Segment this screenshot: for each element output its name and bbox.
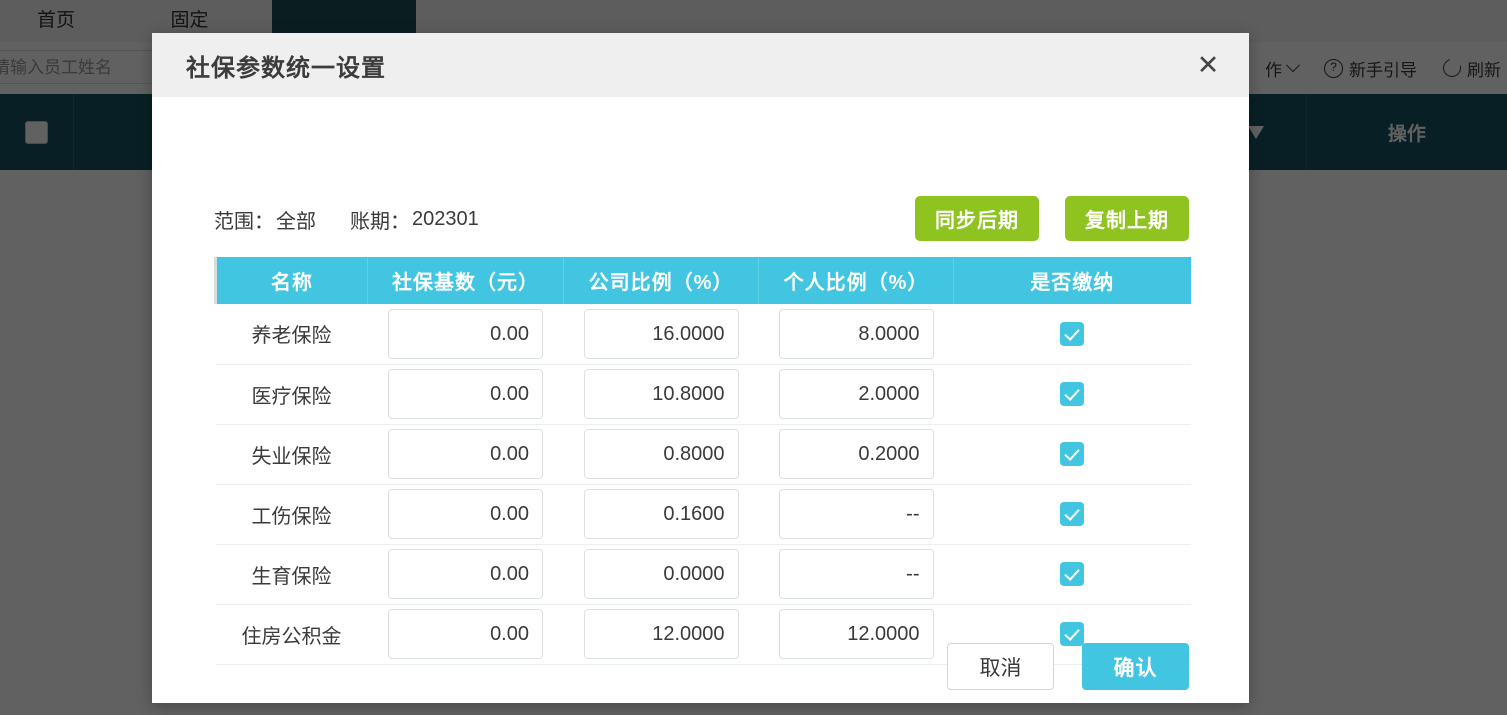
company-ratio-input[interactable]: 0.0000 <box>583 549 739 599</box>
personal-ratio-input-cell: 2.0000 <box>758 364 954 425</box>
dialog-footer-actions: 取消 确认 <box>947 643 1189 690</box>
row-name-cell: 失业保险 <box>215 424 368 485</box>
base-input-cell: 0.00 <box>367 304 564 365</box>
table-row: 医疗保险 0.00 10.8000 2.0000 <box>215 364 1191 425</box>
company-ratio-input-cell: 0.0000 <box>563 544 759 605</box>
company-ratio-input-cell: 0.8000 <box>563 424 759 485</box>
dialog-header-actions: 同步后期 复制上期 <box>915 196 1189 241</box>
table-header-row: 名称 社保基数（元） 公司比例（%） 个人比例（%） 是否缴纳 <box>214 257 1191 304</box>
table-row: 养老保险 0.00 16.0000 8.0000 <box>215 304 1191 365</box>
base-input[interactable]: 0.00 <box>388 429 543 479</box>
close-icon[interactable]: ✕ <box>1196 49 1220 81</box>
social-insurance-table: 名称 社保基数（元） 公司比例（%） 个人比例（%） 是否缴纳 养老保险 0.00… <box>214 257 1191 665</box>
row-name-cell: 养老保险 <box>215 304 368 365</box>
is-paid-cell <box>953 544 1191 605</box>
table-row: 住房公积金 0.00 12.0000 12.0000 <box>215 604 1191 665</box>
base-input[interactable]: 0.00 <box>388 549 543 599</box>
dialog-header: 社保参数统一设置 ✕ <box>152 33 1249 97</box>
table-row: 工伤保险 0.00 0.1600 -- <box>215 484 1191 545</box>
personal-ratio-input-cell: 8.0000 <box>758 304 954 365</box>
period-meta: 账期： 202301 <box>350 205 479 234</box>
row-name-cell: 生育保险 <box>215 544 368 605</box>
company-ratio-input-cell: 10.8000 <box>563 364 759 425</box>
is-paid-cell <box>953 364 1191 425</box>
personal-ratio-input-cell: 12.0000 <box>758 604 954 665</box>
base-input[interactable]: 0.00 <box>388 369 543 419</box>
base-input[interactable]: 0.00 <box>388 489 543 539</box>
personal-ratio-input[interactable]: 2.0000 <box>778 369 934 419</box>
row-name-cell: 医疗保险 <box>215 364 368 425</box>
table-row: 失业保险 0.00 0.8000 0.2000 <box>215 424 1191 485</box>
is-paid-cell <box>953 484 1191 545</box>
is-paid-checkbox[interactable] <box>1060 321 1084 346</box>
is-paid-checkbox[interactable] <box>1060 442 1084 466</box>
base-input-cell: 0.00 <box>367 604 564 665</box>
period-value: 202301 <box>412 208 479 230</box>
row-name-cell: 工伤保险 <box>215 484 368 545</box>
period-label: 账期： <box>350 211 410 233</box>
scope-label: 范围： <box>214 211 274 233</box>
column-header-personal-ratio: 个人比例（%） <box>758 257 954 304</box>
company-ratio-input-cell: 12.0000 <box>563 604 759 665</box>
confirm-button[interactable]: 确认 <box>1082 643 1189 690</box>
column-header-company-ratio: 公司比例（%） <box>563 257 759 304</box>
sync-next-period-button[interactable]: 同步后期 <box>915 196 1039 241</box>
base-input-cell: 0.00 <box>367 544 564 605</box>
is-paid-cell <box>953 424 1191 485</box>
table-row: 生育保险 0.00 0.0000 -- <box>215 544 1191 605</box>
base-input-cell: 0.00 <box>367 484 564 545</box>
base-input-cell: 0.00 <box>367 364 564 425</box>
company-ratio-input-cell: 0.1600 <box>563 484 759 545</box>
social-insurance-settings-dialog: 社保参数统一设置 ✕ 范围： 全部 账期： 202301 同步后期 复制上期 <box>152 33 1249 703</box>
dialog-title: 社保参数统一设置 <box>186 54 386 82</box>
copy-previous-period-button[interactable]: 复制上期 <box>1065 196 1189 241</box>
is-paid-cell <box>953 304 1191 365</box>
personal-ratio-input[interactable]: -- <box>778 489 934 539</box>
column-header-base: 社保基数（元） <box>367 257 564 304</box>
personal-ratio-input[interactable]: -- <box>778 549 934 599</box>
scope-value: 全部 <box>276 211 316 233</box>
personal-ratio-input[interactable]: 12.0000 <box>778 609 934 659</box>
base-input[interactable]: 0.00 <box>388 609 543 659</box>
base-input[interactable]: 0.00 <box>388 308 543 359</box>
column-header-is-paid: 是否缴纳 <box>953 257 1191 304</box>
company-ratio-input[interactable]: 10.8000 <box>583 369 739 419</box>
company-ratio-input[interactable]: 16.0000 <box>583 308 739 359</box>
dialog-meta-row: 范围： 全部 账期： 202301 <box>214 205 479 234</box>
table-body: 养老保险 0.00 16.0000 8.0000 医疗保险 0.00 10.8000 2.00… <box>215 304 1191 665</box>
company-ratio-input-cell: 16.0000 <box>563 304 759 365</box>
personal-ratio-input-cell: 0.2000 <box>758 424 954 485</box>
personal-ratio-input-cell: -- <box>758 544 954 605</box>
cancel-button[interactable]: 取消 <box>947 643 1054 690</box>
column-header-name: 名称 <box>214 257 368 304</box>
dialog-body: 范围： 全部 账期： 202301 同步后期 复制上期 <box>152 97 1249 703</box>
row-name-cell: 住房公积金 <box>215 604 368 665</box>
is-paid-checkbox[interactable] <box>1060 562 1084 586</box>
company-ratio-input[interactable]: 0.1600 <box>583 489 739 539</box>
base-input-cell: 0.00 <box>367 424 564 485</box>
table-head: 名称 社保基数（元） 公司比例（%） 个人比例（%） 是否缴纳 <box>214 257 1191 304</box>
company-ratio-input[interactable]: 0.8000 <box>583 429 739 479</box>
company-ratio-input[interactable]: 12.0000 <box>583 609 739 659</box>
is-paid-checkbox[interactable] <box>1060 382 1084 406</box>
is-paid-checkbox[interactable] <box>1060 502 1084 526</box>
is-paid-checkbox[interactable] <box>1060 622 1084 646</box>
scope-meta: 范围： 全部 <box>214 205 316 234</box>
personal-ratio-input-cell: -- <box>758 484 954 545</box>
personal-ratio-input[interactable]: 0.2000 <box>778 429 934 479</box>
personal-ratio-input[interactable]: 8.0000 <box>778 308 934 359</box>
